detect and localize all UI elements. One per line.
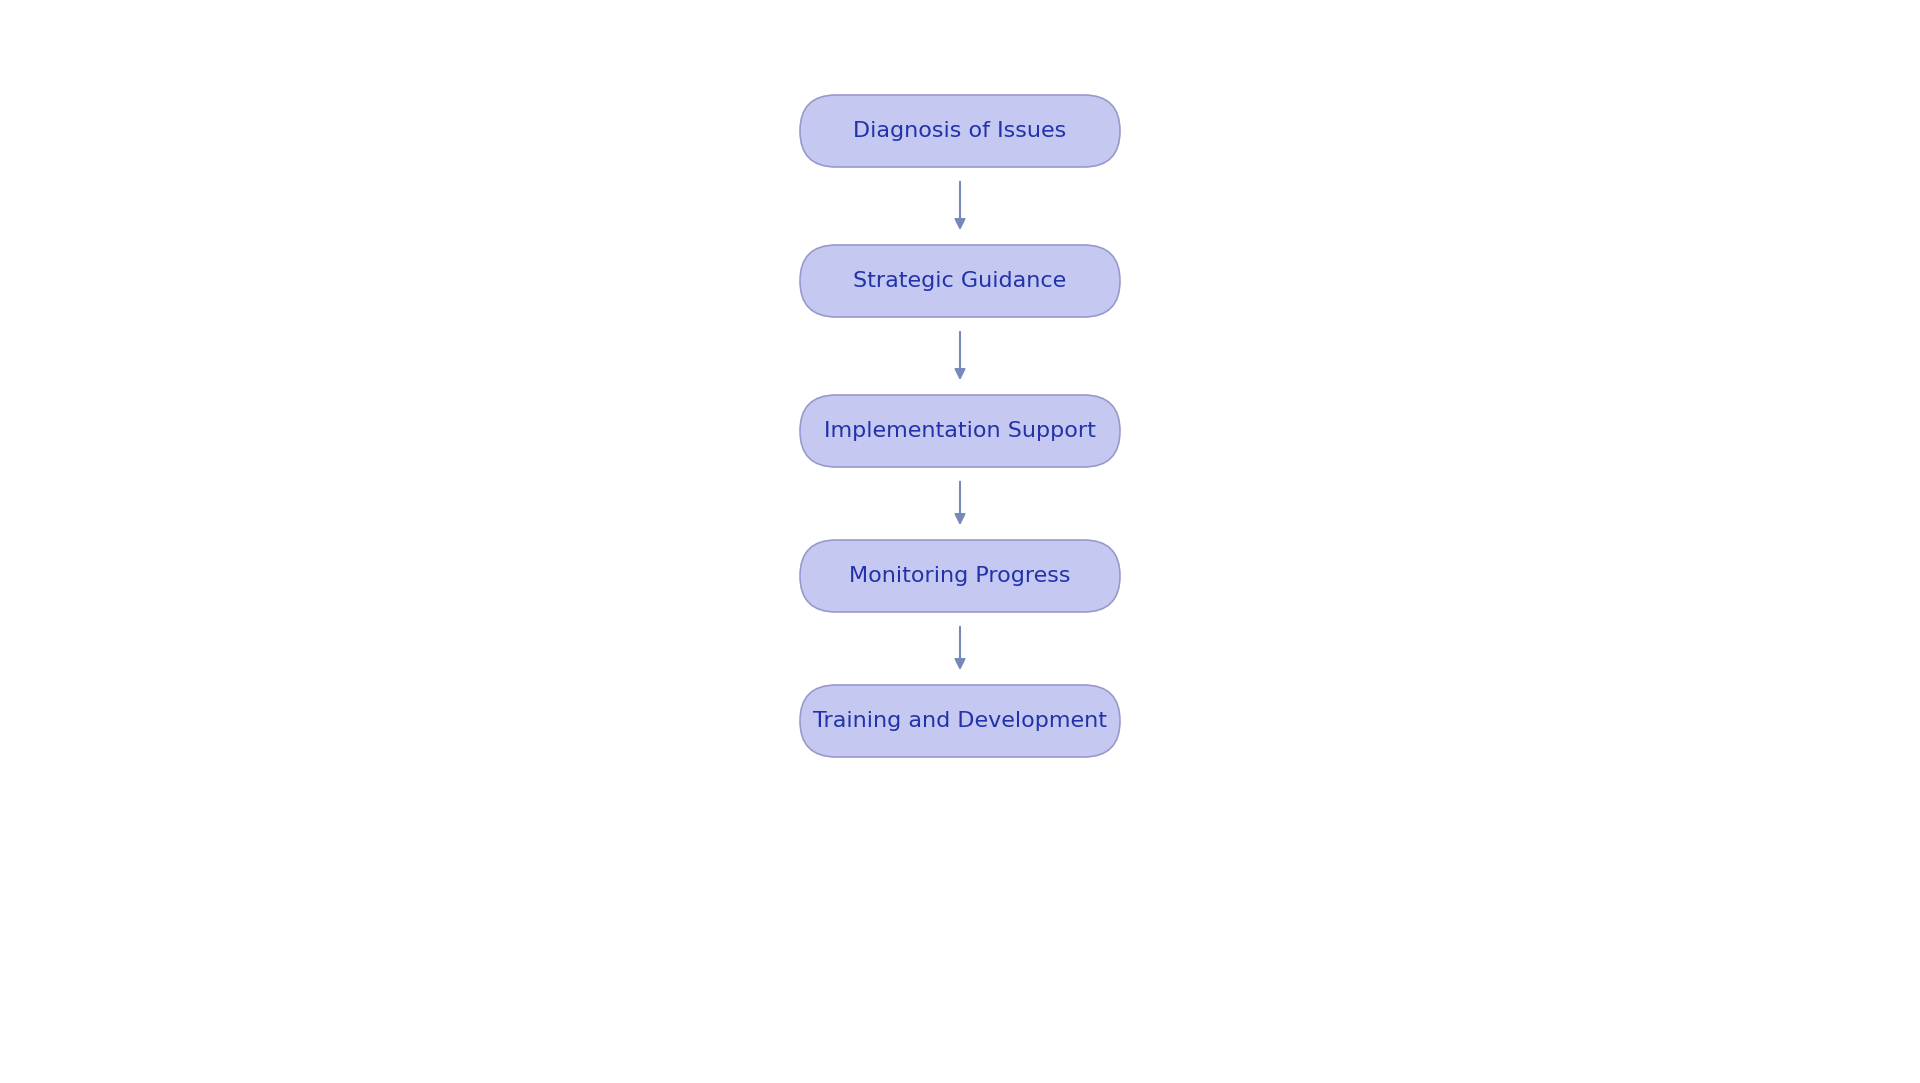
Text: Implementation Support: Implementation Support xyxy=(824,421,1096,441)
Text: Strategic Guidance: Strategic Guidance xyxy=(852,271,1068,291)
FancyBboxPatch shape xyxy=(801,95,1119,167)
Text: Diagnosis of Issues: Diagnosis of Issues xyxy=(852,121,1068,141)
FancyBboxPatch shape xyxy=(801,686,1119,757)
FancyBboxPatch shape xyxy=(801,395,1119,467)
Text: Monitoring Progress: Monitoring Progress xyxy=(849,566,1071,586)
FancyBboxPatch shape xyxy=(801,540,1119,612)
FancyBboxPatch shape xyxy=(801,245,1119,317)
Text: Training and Development: Training and Development xyxy=(812,712,1108,731)
